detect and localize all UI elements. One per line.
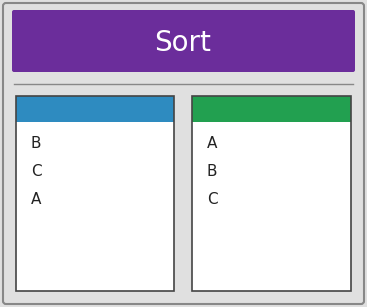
Bar (192, 96, 351, 291)
Bar (16, 96, 174, 291)
Bar (192, 96, 351, 122)
Bar (16, 122, 174, 291)
Text: Sort: Sort (155, 29, 211, 57)
Text: C: C (207, 192, 218, 208)
Text: C: C (31, 165, 41, 180)
Text: A: A (31, 192, 41, 208)
FancyBboxPatch shape (3, 3, 364, 304)
Text: B: B (207, 165, 218, 180)
Text: A: A (207, 137, 217, 151)
Text: B: B (31, 137, 41, 151)
FancyBboxPatch shape (12, 10, 355, 72)
Bar (16, 96, 174, 122)
Bar (192, 122, 351, 291)
